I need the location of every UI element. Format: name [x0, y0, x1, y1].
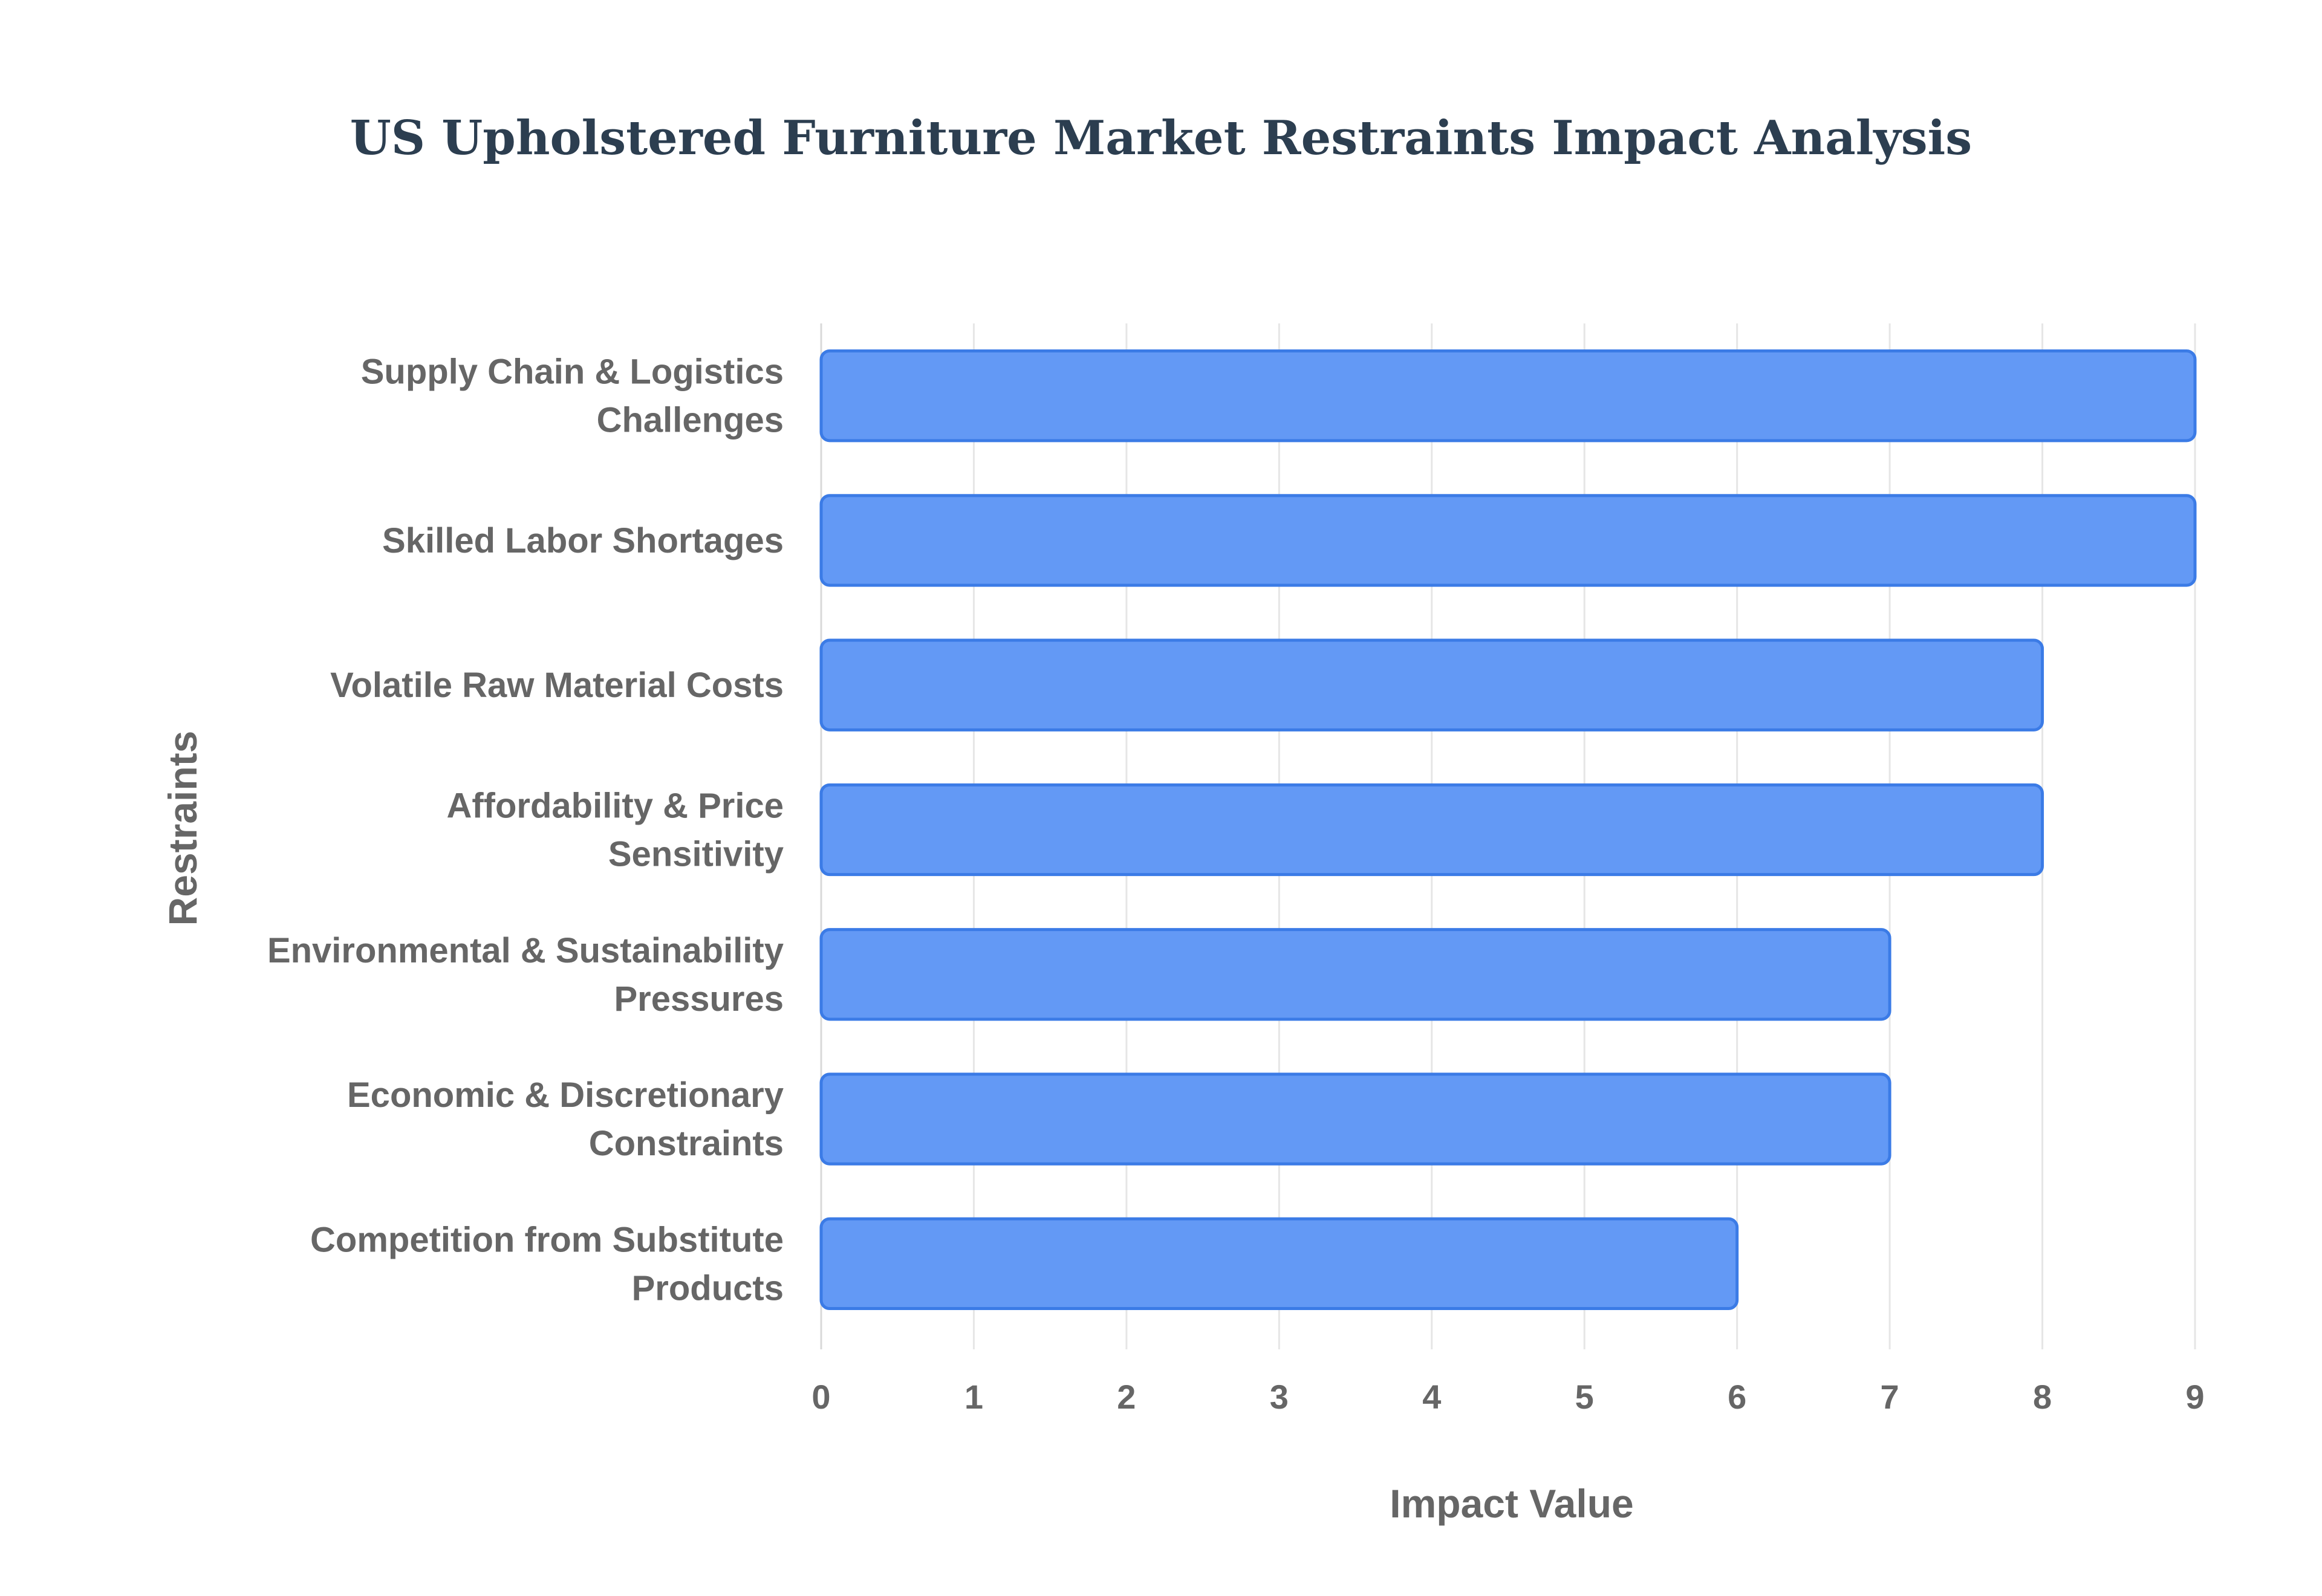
bar [819, 1072, 1891, 1166]
category-label-line: Volatile Raw Material Costs [330, 666, 784, 705]
category-label-line: Pressures [614, 979, 784, 1019]
category-labels: Supply Chain & Logistics Challenges Skille… [267, 352, 784, 1308]
x-tick-labels: 0 1 2 3 4 5 6 7 8 9 [811, 1378, 2204, 1416]
x-tick-label: 2 [1117, 1378, 1136, 1416]
category-label-line: Affordability & Price [446, 787, 784, 826]
category-label: Skilled Labor Shortages [382, 521, 784, 560]
chart-title: US Upholstered Furniture Market Restrain… [350, 111, 1972, 166]
x-tick-label: 5 [1575, 1378, 1594, 1416]
bar [819, 494, 2197, 587]
category-label: Affordability & Price Sensitivity [446, 787, 784, 874]
category-label: Economic & Discretionary Constraints [347, 1075, 784, 1163]
x-axis-title: Impact Value [1390, 1481, 1634, 1526]
x-tick-label: 4 [1422, 1378, 1441, 1416]
category-label-line: Skilled Labor Shortages [382, 521, 784, 560]
x-tick-label: 8 [2033, 1378, 2052, 1416]
bar [819, 638, 2044, 731]
x-tick-label: 9 [2185, 1378, 2204, 1416]
category-label-line: Competition from Substitute [310, 1220, 784, 1259]
category-label-line: Constraints [589, 1124, 784, 1163]
x-tick-label: 7 [1881, 1378, 1899, 1416]
category-label-line: Sensitivity [608, 835, 784, 874]
category-label-line: Products [632, 1268, 784, 1308]
bar [819, 1217, 1739, 1311]
category-label: Supply Chain & Logistics Challenges [361, 352, 784, 440]
x-tick-label: 3 [1270, 1378, 1289, 1416]
category-label: Competition from Substitute Products [310, 1220, 784, 1308]
x-tick-label: 6 [1728, 1378, 1746, 1416]
bar [819, 349, 2197, 443]
category-label-line: Supply Chain & Logistics [361, 352, 784, 392]
category-label: Volatile Raw Material Costs [330, 666, 784, 705]
bars [819, 349, 2197, 1311]
x-tick-label: 0 [811, 1378, 830, 1416]
bar [819, 928, 1891, 1021]
x-tick-label: 1 [964, 1378, 983, 1416]
category-label-line: Challenges [597, 401, 784, 440]
category-label-line: Environmental & Sustainability [267, 931, 784, 970]
category-label-line: Economic & Discretionary [347, 1075, 784, 1115]
bar [819, 783, 2044, 877]
category-label: Environmental & Sustainability Pressures [267, 931, 784, 1019]
y-axis-title: Restraints [160, 731, 205, 926]
